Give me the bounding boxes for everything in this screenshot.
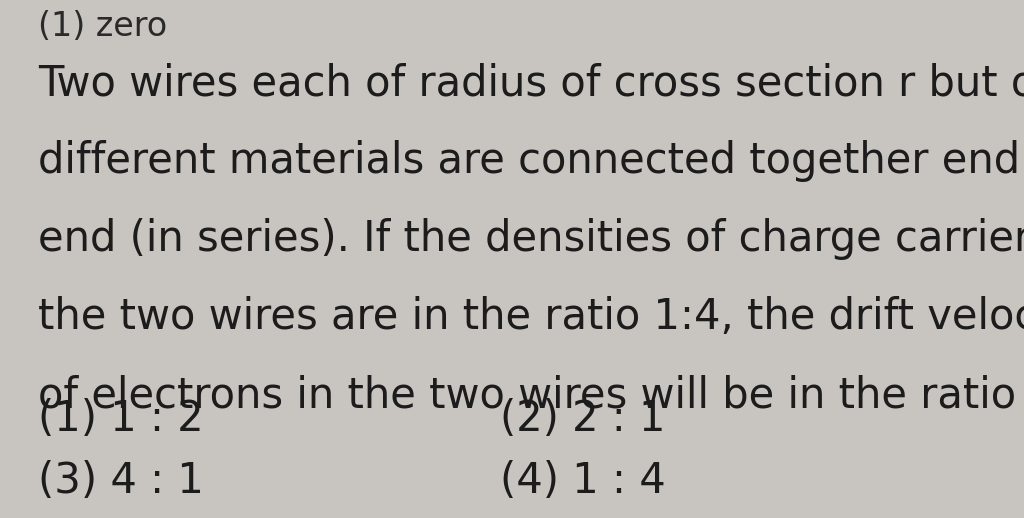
Text: (4) 1 : 4: (4) 1 : 4 <box>500 460 666 502</box>
Text: end (in series). If the densities of charge carriers in: end (in series). If the densities of cha… <box>38 218 1024 260</box>
Text: of electrons in the two wires will be in the ratio :: of electrons in the two wires will be in… <box>38 374 1024 416</box>
Text: (1) zero: (1) zero <box>38 10 167 43</box>
Text: (3) 4 : 1: (3) 4 : 1 <box>38 460 204 502</box>
Text: the two wires are in the ratio 1:4, the drift velocity: the two wires are in the ratio 1:4, the … <box>38 296 1024 338</box>
Text: (1) 1 : 2: (1) 1 : 2 <box>38 398 204 440</box>
Text: different materials are connected together end to: different materials are connected togeth… <box>38 140 1024 182</box>
Text: (2) 2 : 1: (2) 2 : 1 <box>500 398 666 440</box>
Text: Two wires each of radius of cross section r but of: Two wires each of radius of cross sectio… <box>38 62 1024 104</box>
